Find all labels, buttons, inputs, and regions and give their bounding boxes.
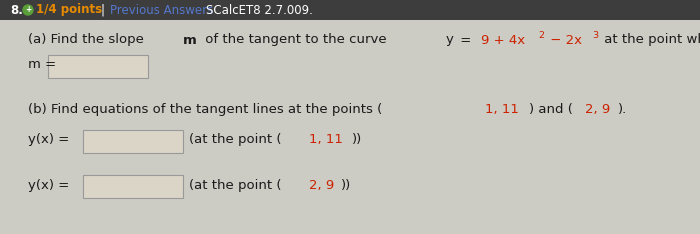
- Text: 3: 3: [592, 31, 598, 40]
- Text: 8.: 8.: [10, 4, 23, 17]
- Text: (at the point (: (at the point (: [189, 179, 281, 191]
- Text: )): )): [341, 179, 351, 191]
- Text: (a) Find the slope: (a) Find the slope: [28, 33, 148, 47]
- Text: y(x) =: y(x) =: [28, 179, 69, 191]
- Text: 1/4 points: 1/4 points: [36, 4, 102, 17]
- Text: 2: 2: [538, 31, 544, 40]
- Text: 2, 9: 2, 9: [309, 179, 334, 191]
- Text: ).: ).: [618, 103, 627, 117]
- Text: m: m: [183, 33, 197, 47]
- FancyBboxPatch shape: [48, 55, 148, 78]
- Text: of the tangent to the curve: of the tangent to the curve: [201, 33, 391, 47]
- Text: − 2x: − 2x: [546, 33, 582, 47]
- Text: 1, 11: 1, 11: [309, 134, 342, 146]
- FancyBboxPatch shape: [83, 130, 183, 153]
- FancyBboxPatch shape: [0, 0, 700, 20]
- FancyBboxPatch shape: [83, 175, 183, 198]
- Text: m =: m =: [28, 58, 56, 72]
- Text: 1, 11: 1, 11: [485, 103, 519, 117]
- Text: +: +: [25, 6, 31, 15]
- Text: )): )): [352, 134, 363, 146]
- Text: 2, 9: 2, 9: [585, 103, 610, 117]
- Text: y: y: [446, 33, 454, 47]
- Text: SCalcET8 2.7.009.: SCalcET8 2.7.009.: [206, 4, 313, 17]
- Text: =: =: [456, 33, 475, 47]
- Circle shape: [23, 5, 33, 15]
- Text: 9 + 4x: 9 + 4x: [481, 33, 525, 47]
- Text: y(x) =: y(x) =: [28, 134, 69, 146]
- Text: |: |: [100, 4, 104, 17]
- Text: ) and (: ) and (: [528, 103, 573, 117]
- Text: (at the point (: (at the point (: [189, 134, 281, 146]
- Text: at the point where: at the point where: [600, 33, 700, 47]
- Text: Previous Answers: Previous Answers: [110, 4, 214, 17]
- Text: (b) Find equations of the tangent lines at the points (: (b) Find equations of the tangent lines …: [28, 103, 382, 117]
